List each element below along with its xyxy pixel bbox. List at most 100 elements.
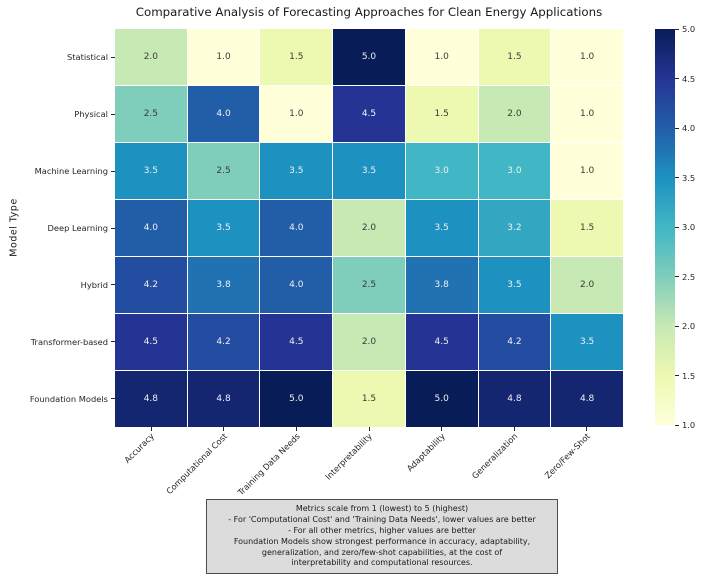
heatmap-cell: 4.5 — [260, 314, 333, 370]
colorbar-tick-label: 1.5 — [682, 370, 696, 381]
colorbar-tick-mark — [675, 375, 679, 376]
colorbar-tick-label: 2.5 — [682, 271, 696, 282]
heatmap-cell: 3.8 — [187, 257, 260, 313]
heatmap-cell: 4.5 — [405, 314, 478, 370]
heatmap: 2.0 1.0 1.5 5.0 1.0 1.5 1.0 2.5 4.0 1.0 4.5 1.5 2.0 1… — [115, 29, 623, 427]
colorbar-tick-label: 2.0 — [682, 321, 696, 331]
colorbar-tick-label: 4.0 — [682, 123, 696, 133]
y-tick-label: Machine Learning — [34, 166, 108, 177]
heatmap-cell: 4.8 — [187, 371, 260, 427]
y-tick-label: Statistical — [67, 52, 108, 63]
heatmap-cell: 3.0 — [478, 143, 551, 199]
heatmap-cell: 4.8 — [115, 371, 187, 427]
colorbar-tick-label: 4.5 — [682, 73, 696, 84]
x-tick-mark — [586, 427, 588, 431]
heatmap-cell: 1.5 — [333, 371, 405, 427]
heatmap-cell: 2.0 — [333, 314, 405, 370]
heatmap-cell: 5.0 — [333, 29, 405, 85]
colorbar — [655, 29, 675, 425]
heatmap-cell: 3.5 — [260, 143, 333, 199]
heatmap-cell: 1.5 — [551, 200, 623, 256]
y-tick-mark — [111, 170, 115, 172]
heatmap-cell: 2.0 — [115, 29, 187, 85]
heatmap-cell: 4.2 — [478, 314, 551, 370]
y-tick-label: Deep Learning — [47, 223, 108, 233]
heatmap-cell: 3.0 — [405, 143, 478, 199]
heatmap-cell: 4.5 — [333, 86, 405, 142]
heatmap-cell: 2.5 — [187, 143, 260, 199]
y-axis-label: Model Type — [8, 198, 20, 257]
heatmap-cell: 4.2 — [187, 314, 260, 370]
colorbar-tick-mark — [675, 226, 679, 228]
colorbar-tick-mark — [675, 325, 679, 327]
colorbar-tick-label: 3.5 — [682, 172, 696, 183]
x-tick-label: Zero/Few-Shot — [542, 431, 592, 481]
heatmap-cell: 3.5 — [115, 143, 187, 199]
y-tick-label: Transformer-based — [30, 336, 108, 347]
y-tick-label: Foundation Models — [29, 393, 108, 404]
heatmap-cell: 5.0 — [405, 371, 478, 427]
heatmap-cell: 4.0 — [115, 200, 187, 256]
heatmap-cell: 1.0 — [405, 29, 478, 85]
colorbar-tick-label: 1.0 — [682, 420, 696, 430]
heatmap-cell: 3.5 — [478, 257, 551, 313]
x-tick-label: Computational Cost — [163, 431, 229, 497]
heatmap-cell: 5.0 — [260, 371, 333, 427]
colorbar-tick-label: 5.0 — [682, 24, 696, 34]
heatmap-cell: 1.0 — [260, 86, 333, 142]
heatmap-cell: 2.0 — [551, 257, 623, 313]
y-tick-mark — [111, 113, 115, 115]
x-tick-label: Generalization — [469, 431, 520, 481]
chart-title: Comparative Analysis of Forecasting Appr… — [135, 5, 603, 19]
colorbar-tick-mark — [675, 424, 679, 426]
heatmap-cell: 1.5 — [260, 29, 333, 85]
y-tick-label: Hybrid — [80, 279, 108, 290]
heatmap-cell: 4.5 — [115, 314, 187, 370]
colorbar-tick-mark — [675, 276, 679, 277]
heatmap-cell: 3.5 — [551, 314, 623, 370]
x-tick-mark — [150, 427, 152, 431]
annotation-box: Metrics scale from 1 (lowest) to 5 (high… — [206, 499, 558, 575]
heatmap-cell: 1.0 — [187, 29, 260, 85]
colorbar-tick-mark — [675, 127, 679, 129]
heatmap-cell: 1.0 — [551, 143, 623, 199]
y-tick-mark — [111, 227, 115, 229]
x-tick-mark — [295, 427, 297, 431]
heatmap-cell: 4.0 — [187, 86, 260, 142]
heatmap-cell: 3.5 — [333, 143, 405, 199]
heatmap-cell: 4.8 — [551, 371, 623, 427]
colorbar-tick-mark — [675, 28, 679, 30]
heatmap-cell: 1.5 — [478, 29, 551, 85]
heatmap-cell: 1.5 — [405, 86, 478, 142]
x-tick-mark — [441, 427, 443, 431]
heatmap-cell: 3.5 — [187, 200, 260, 256]
heatmap-cell: 3.8 — [405, 257, 478, 313]
y-tick-mark — [111, 341, 115, 343]
y-tick-mark — [111, 284, 115, 286]
heatmap-cell: 3.2 — [478, 200, 551, 256]
x-tick-label: Adaptability — [404, 431, 447, 474]
heatmap-cell: 4.8 — [478, 371, 551, 427]
x-tick-mark — [368, 427, 370, 431]
heatmap-cell: 1.0 — [551, 29, 623, 85]
heatmap-cell: 4.0 — [260, 200, 333, 256]
heatmap-cell: 2.0 — [333, 200, 405, 256]
x-tick-mark — [223, 427, 225, 431]
heatmap-cell: 4.0 — [260, 257, 333, 313]
y-tick-label: Physical — [74, 109, 108, 120]
x-tick-mark — [513, 427, 515, 431]
colorbar-tick-mark — [675, 78, 679, 79]
heatmap-cell: 4.2 — [115, 257, 187, 313]
colorbar-tick-label: 3.0 — [682, 222, 696, 232]
heatmap-cell: 2.5 — [115, 86, 187, 142]
x-tick-label: Accuracy — [122, 431, 157, 465]
heatmap-cell: 1.0 — [551, 86, 623, 142]
x-tick-label: Interpretability — [323, 431, 375, 482]
heatmap-cell: 2.5 — [333, 257, 405, 313]
heatmap-cell: 2.0 — [478, 86, 551, 142]
y-tick-mark — [111, 56, 115, 58]
x-tick-label: Training Data Needs — [235, 431, 302, 498]
colorbar-tick-mark — [675, 177, 679, 178]
heatmap-cell: 3.5 — [405, 200, 478, 256]
